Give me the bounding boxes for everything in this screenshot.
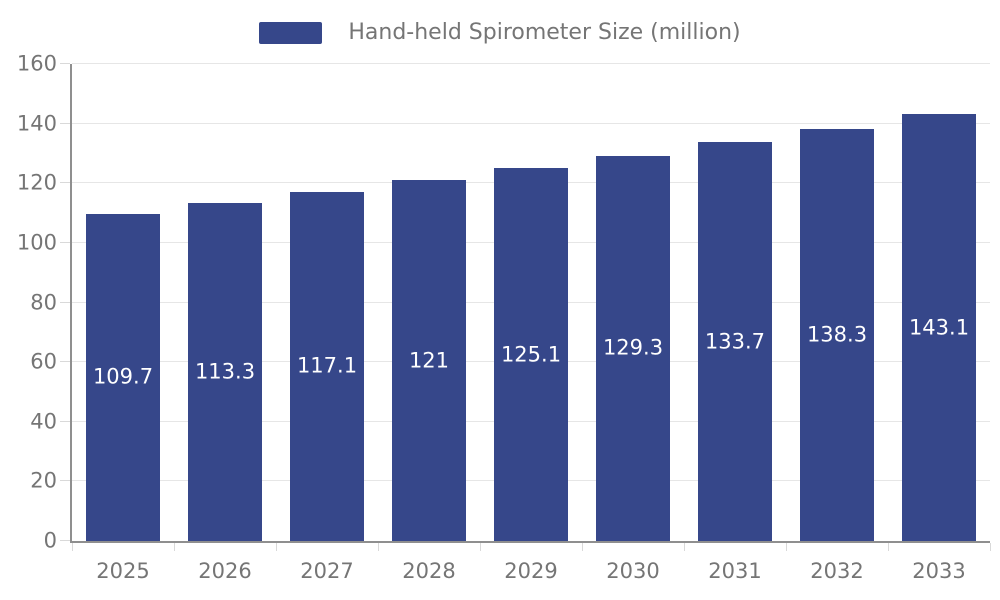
y-axis-tick <box>60 122 70 124</box>
x-axis-tick-label: 2029 <box>504 559 558 583</box>
bar[interactable]: 138.3 <box>800 128 874 541</box>
x-axis-line <box>70 541 990 543</box>
bar-slot: 121 <box>378 64 480 541</box>
x-axis-tick <box>174 543 175 551</box>
bar-slot: 143.1 <box>888 64 990 541</box>
y-axis-tick <box>60 540 70 541</box>
y-axis-tick-label: 100 <box>16 230 57 255</box>
gridline <box>72 122 990 124</box>
y-axis-tick-label: 40 <box>30 409 57 434</box>
bar-slot: 133.7 <box>684 64 786 541</box>
y-axis-tick <box>60 420 70 422</box>
bar[interactable]: 121 <box>391 180 466 541</box>
y-axis-tick-label: 0 <box>43 528 57 553</box>
y-axis-tick-label: 120 <box>16 170 57 195</box>
bar[interactable]: 129.3 <box>596 155 670 541</box>
x-axis-tick <box>786 543 787 551</box>
y-axis-tick <box>60 480 70 482</box>
x-axis-tick-label: 2031 <box>708 559 762 583</box>
x-axis-tick <box>72 543 73 551</box>
x-axis-tick-label: 2028 <box>402 559 456 583</box>
bar-slot: 129.3 <box>582 64 684 541</box>
bar[interactable]: 125.1 <box>494 168 568 541</box>
legend-label: Hand-held Spirometer Size (million) <box>348 20 741 45</box>
bar-slot: 109.7 <box>72 64 174 541</box>
bar-value-label: 129.3 <box>602 335 664 360</box>
plot-area: 0 20 40 60 80 100 120 140 160 109.7 2025 113.3 2026 1… <box>17 53 991 583</box>
bar[interactable]: 113.3 <box>188 203 262 541</box>
y-axis-tick-label: 80 <box>30 290 57 314</box>
x-axis-tick-label: 2032 <box>810 559 864 583</box>
y-axis-tick <box>60 182 70 184</box>
bar[interactable]: 117.1 <box>290 191 364 541</box>
bar-slot: 125.1 <box>480 64 582 541</box>
bar[interactable]: 109.7 <box>86 213 160 541</box>
bar-value-label: 125.1 <box>500 342 562 367</box>
bar-slot: 117.1 <box>276 64 378 541</box>
bar[interactable]: 133.7 <box>697 142 772 541</box>
bar-value-label: 121 <box>408 348 450 373</box>
y-axis-line <box>70 64 72 543</box>
x-axis-tick <box>276 543 277 551</box>
bar-slot: 138.3 <box>786 64 888 541</box>
chart-legend[interactable]: Hand-held Spirometer Size (million) <box>0 20 1000 45</box>
bar-value-label: 113.3 <box>194 359 256 384</box>
bar-value-label: 143.1 <box>908 315 970 340</box>
x-axis-tick-label: 2033 <box>912 559 966 583</box>
bar-value-label: 117.1 <box>296 353 358 378</box>
x-axis-tick <box>582 543 583 551</box>
x-axis-tick <box>888 543 889 551</box>
x-axis-tick <box>683 543 685 551</box>
bar-slot: 113.3 <box>174 64 276 541</box>
x-axis-tick <box>990 543 991 551</box>
x-axis-tick-label: 2026 <box>198 559 252 583</box>
y-axis-tick <box>60 63 70 64</box>
bar[interactable]: 143.1 <box>902 114 976 541</box>
x-axis-tick-label: 2030 <box>606 559 660 583</box>
y-axis-tick <box>60 361 70 363</box>
x-axis-tick-label: 2025 <box>96 559 150 583</box>
bar-value-label: 109.7 <box>92 364 154 389</box>
y-axis-tick-label: 60 <box>30 349 57 374</box>
y-axis-tick <box>60 301 70 303</box>
y-axis-tick-label: 140 <box>16 111 57 136</box>
legend-swatch <box>259 21 323 44</box>
x-axis-tick <box>377 543 379 551</box>
y-axis-tick <box>60 241 70 243</box>
y-axis-tick-label: 160 <box>16 51 57 76</box>
y-axis-tick-label: 20 <box>30 468 57 493</box>
bar-value-label: 138.3 <box>806 322 868 347</box>
x-axis-tick-label: 2027 <box>300 559 354 583</box>
bar-value-label: 133.7 <box>704 329 766 354</box>
gridline <box>72 63 990 64</box>
x-axis-tick <box>480 543 481 551</box>
